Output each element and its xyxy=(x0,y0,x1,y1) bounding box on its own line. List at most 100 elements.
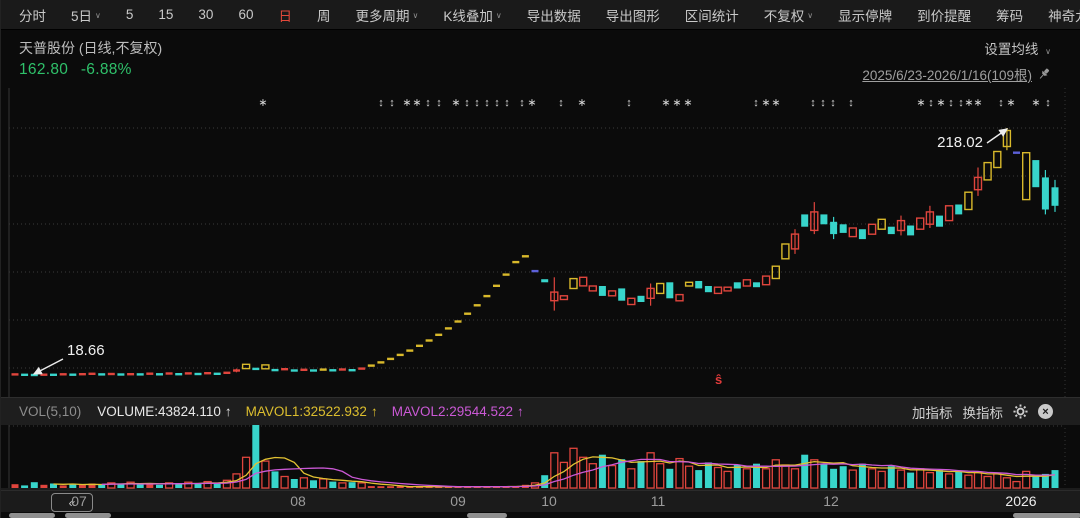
mavol1-value: MAVOL1:32522.932 ↑ xyxy=(245,404,378,419)
toolbar-item-15min[interactable]: 15 xyxy=(158,7,174,22)
event-marker[interactable]: ↕ xyxy=(948,97,954,109)
event-marker[interactable]: ↕ xyxy=(484,97,490,109)
toolbar-item-30min[interactable]: 30 xyxy=(198,7,214,22)
date-range-link[interactable]: 2025/6/23-2026/1/16(109根) xyxy=(862,64,1051,84)
volume-pane-header: VOL(5,10) VOLUME:43824.110 ↑ MAVOL1:32522… xyxy=(1,397,1080,425)
event-marker[interactable]: ∗ xyxy=(402,97,411,109)
toolbar-item-export-image[interactable]: 导出图形 xyxy=(605,8,660,24)
toolbar-item-show-suspended[interactable]: 显示停牌 xyxy=(838,8,893,24)
event-marker[interactable]: ∗ xyxy=(936,97,945,109)
event-marker[interactable]: ↕ xyxy=(494,97,500,109)
chevron-down-icon: ∨ xyxy=(95,11,101,20)
toolbar-item-adjust-none[interactable]: 不复权 ∨ xyxy=(763,8,814,24)
event-marker[interactable]: ↕ xyxy=(389,97,395,109)
event-marker[interactable]: ↕ xyxy=(958,97,964,109)
event-marker[interactable]: ∗ xyxy=(683,97,692,109)
toolbar-item-weekly[interactable]: 周 xyxy=(316,8,331,24)
event-marker[interactable]: ∗ xyxy=(577,97,586,109)
event-marker[interactable]: ∗ xyxy=(1006,97,1015,109)
low-price-annotation: 18.66 xyxy=(67,342,105,359)
chevron-down-icon: ∨ xyxy=(1045,47,1051,56)
event-marker[interactable]: ↕ xyxy=(425,97,431,109)
event-marker[interactable]: ∗ xyxy=(771,97,780,109)
toolbar-item-more-periods[interactable]: 更多周期 ∨ xyxy=(355,8,419,24)
event-marker[interactable]: ↕ xyxy=(810,97,816,109)
event-marker[interactable]: ↕ xyxy=(474,97,480,109)
volume-value: VOLUME:43824.110 ↑ xyxy=(97,404,232,419)
mavol2-line xyxy=(101,458,1056,488)
event-marker[interactable]: ∗ xyxy=(527,97,536,109)
event-marker[interactable]: ∗ xyxy=(761,97,770,109)
event-marker[interactable]: ↕ xyxy=(504,97,510,109)
axis-label-10: 10 xyxy=(541,493,557,509)
indicator-settings-gear-icon[interactable] xyxy=(1013,404,1028,419)
toolbar-item-5min[interactable]: 5 xyxy=(125,7,134,22)
volume-layer xyxy=(11,424,1059,489)
scrollbar-handle[interactable] xyxy=(467,513,507,518)
event-marker[interactable]: ∗ xyxy=(451,97,460,109)
event-marker[interactable]: ∗ xyxy=(258,97,267,109)
event-marker[interactable]: ↕ xyxy=(626,97,632,109)
chevron-down-icon: ∨ xyxy=(412,11,419,20)
event-marker[interactable]: ↕ xyxy=(378,97,384,109)
event-marker[interactable]: ↕ xyxy=(558,97,564,109)
up-arrow-icon: ↑ xyxy=(370,404,378,419)
toolbar-item-range-stats[interactable]: 区间统计 xyxy=(684,8,739,24)
event-marker[interactable]: ∗ xyxy=(973,97,982,109)
event-marker[interactable]: ∗ xyxy=(964,97,973,109)
axis-label-09: 09 xyxy=(450,493,466,509)
toolbar-item-daily[interactable]: 日 xyxy=(278,8,292,24)
toolbar-item-magic-nine[interactable]: 神奇九∨ xyxy=(1048,8,1080,24)
last-price: 162.80 xyxy=(19,61,69,78)
event-marker[interactable]: ↕ xyxy=(436,97,442,109)
toolbar-item-chips[interactable]: 筹码 xyxy=(996,8,1024,24)
stock-title: 天普股份 (日线,不复权) xyxy=(19,40,163,56)
add-indicator-button[interactable]: 加指标 xyxy=(912,405,953,421)
ma-settings-label: 设置均线 xyxy=(984,42,1039,57)
switch-indicator-button[interactable]: 换指标 xyxy=(962,405,1004,421)
price-row: 162.80 -6.88% xyxy=(19,61,140,79)
event-marker[interactable]: ↕ xyxy=(753,97,759,109)
event-marker[interactable]: ∗ xyxy=(916,97,925,109)
event-marker[interactable]: ↕ xyxy=(830,97,836,109)
chevron-down-icon: ∨ xyxy=(495,11,502,20)
event-marker[interactable]: ↕ xyxy=(998,97,1004,109)
scrollbar-handle[interactable] xyxy=(1013,513,1080,518)
ma-settings-button[interactable]: 设置均线 ∨ xyxy=(984,38,1051,58)
scrollbar-handle[interactable] xyxy=(65,513,111,518)
chart-header: 天普股份 (日线,不复权) 162.80 -6.88% 设置均线 ∨ 2025/… xyxy=(1,33,1080,87)
event-marker[interactable]: ∗ xyxy=(661,97,670,109)
event-marker[interactable]: ∗ xyxy=(1031,97,1040,109)
date-range-text: 2025/6/23-2026/1/16(109根) xyxy=(862,68,1032,83)
toolbar-item-5day[interactable]: 5日 ∨ xyxy=(71,8,101,24)
up-arrow-icon: ↑ xyxy=(224,404,232,419)
up-arrow-icon: ↑ xyxy=(517,404,524,419)
scrollbar-handle[interactable] xyxy=(9,513,55,518)
chevron-down-icon: ∨ xyxy=(807,11,814,20)
toolbar-item-export-data[interactable]: 导出数据 xyxy=(526,8,581,24)
toolbar-item-kline-overlay[interactable]: K线叠加 ∨ xyxy=(443,8,502,24)
event-marker[interactable]: ↕ xyxy=(1045,97,1051,109)
toolbar-item-minute[interactable]: 分时 xyxy=(19,8,46,24)
event-marker[interactable]: ↕ xyxy=(519,97,525,109)
bottom-scrollbar xyxy=(1,512,1080,518)
event-marker[interactable]: ↕ xyxy=(820,97,826,109)
event-marker[interactable]: ↕ xyxy=(928,97,934,109)
axis-label-07: 07 xyxy=(71,493,87,509)
event-marker[interactable]: ↕ xyxy=(464,97,470,109)
close-indicator-icon[interactable]: × xyxy=(1038,404,1053,419)
event-markers: ∗ ↕ ↕ ∗ ∗ ↕ ↕ ∗ ↕ ↕ ↕ ↕ ↕ ↕ ∗ ↕ ∗ ↕ ∗ ∗ ∗ ↕ ∗ ∗ ↕ ↕ ↕ ↕ ∗ ↕ ∗ ↕ ↕ ∗ ∗ ↕ ∗ ∗ ↕ xyxy=(258,97,1050,109)
collapse-panel-button[interactable]: « xyxy=(51,493,93,512)
event-marker[interactable]: ∗ xyxy=(672,97,681,109)
toolbar-item-60min[interactable]: 60 xyxy=(238,7,254,22)
axis-label-11: 11 xyxy=(650,493,666,509)
toolbar: 分时 5日 ∨ 5 15 30 60 日 周 更多周期 ∨ K线叠加 ∨ 导出数据 导出图形 区间统计 不复权 ∨… xyxy=(1,0,1080,30)
toolbar-item-price-alert[interactable]: 到价提醒 xyxy=(917,8,972,24)
pin-icon[interactable] xyxy=(1037,67,1051,81)
vol-indicator-label[interactable]: VOL(5,10) xyxy=(19,404,82,419)
high-price-annotation: 218.02 xyxy=(937,134,983,151)
candles-layer xyxy=(11,128,1059,377)
event-marker[interactable]: ∗ xyxy=(412,97,421,109)
event-marker[interactable]: ↕ xyxy=(848,97,854,109)
